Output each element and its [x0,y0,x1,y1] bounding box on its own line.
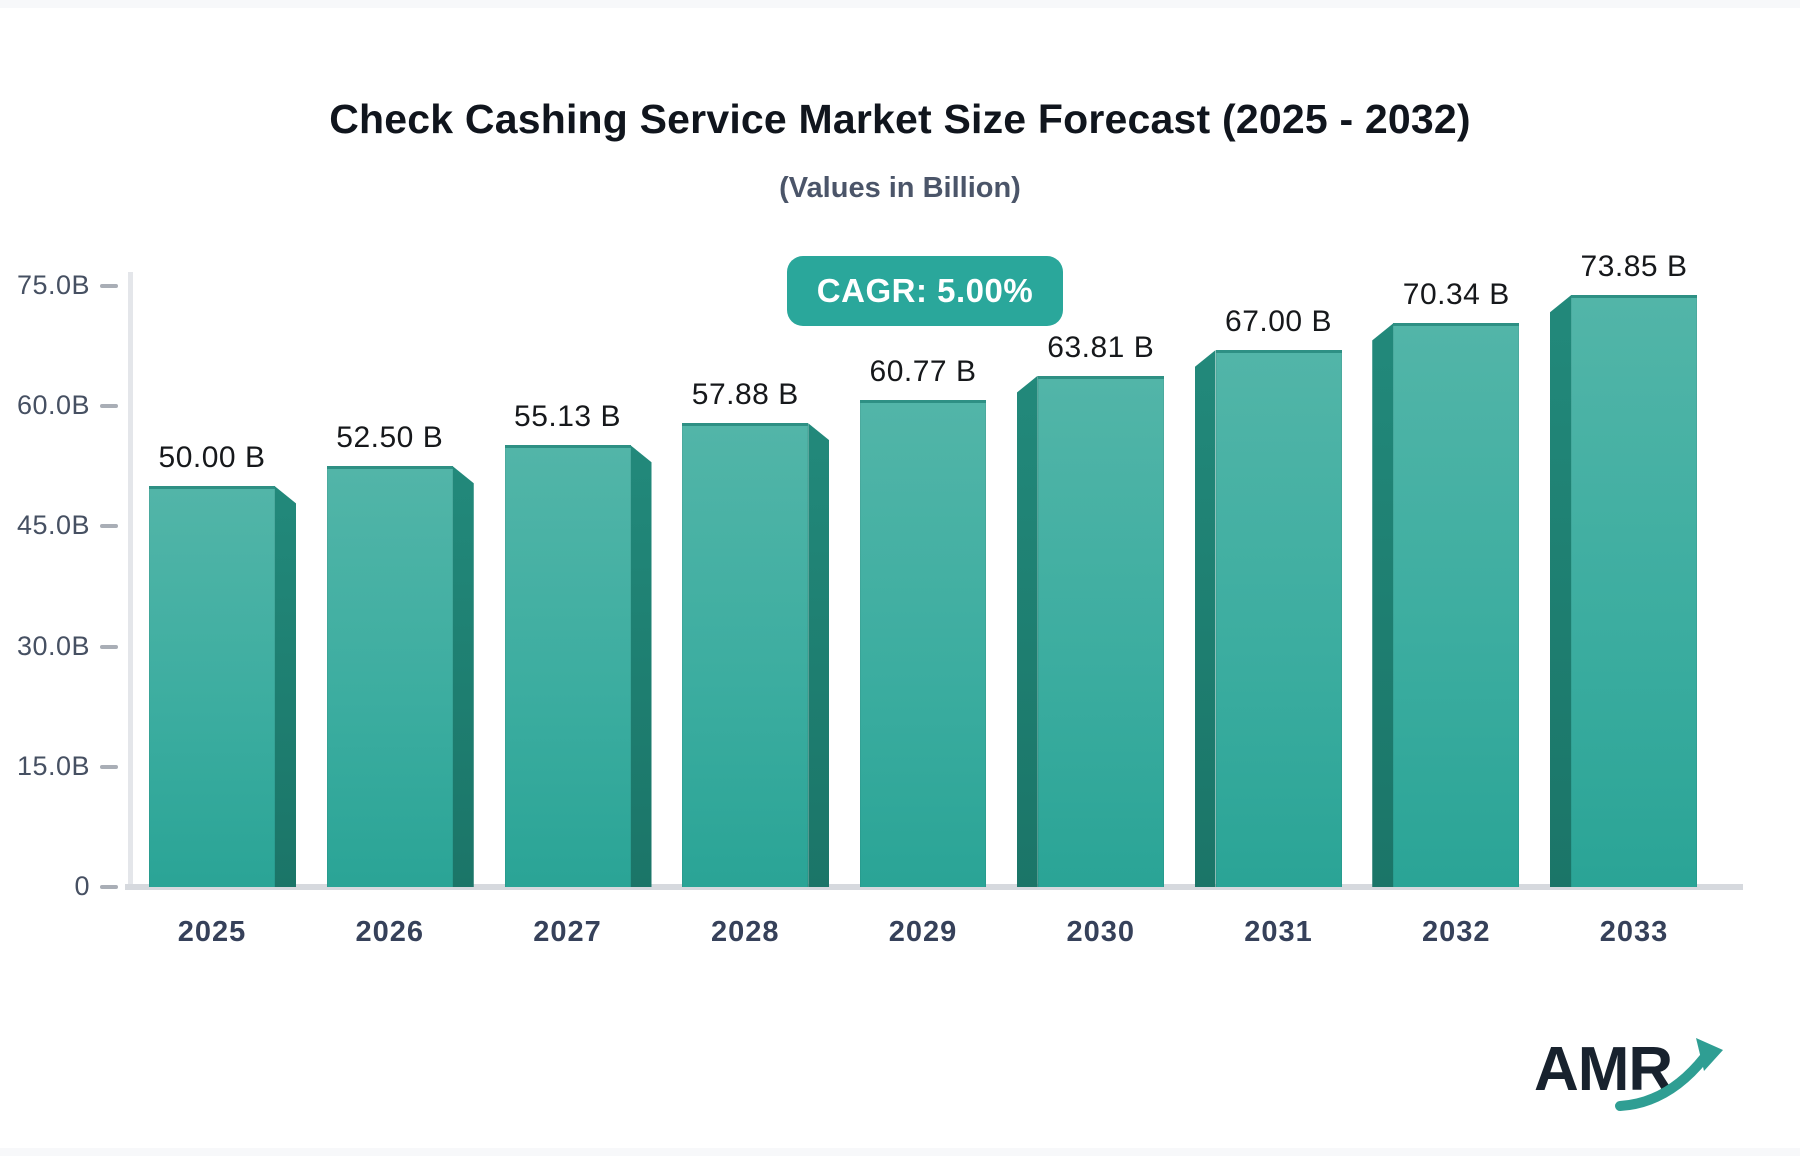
bar-value-label: 52.50 B [336,421,444,455]
y-tick-dash [100,885,118,889]
y-tick-dash [100,524,118,529]
x-axis-label: 2029 [888,916,958,948]
x-axis-label: 2032 [1421,916,1491,948]
bar-value-label: 67.00 B [1225,305,1332,339]
bar-2025 [149,486,275,887]
bar-value-label: 50.00 B [158,441,266,475]
x-axis-label: 2027 [533,916,602,948]
bar-value-label: 55.13 B [514,400,621,434]
amr-logo: AMR [1524,1024,1744,1119]
y-axis-tick-label: 60.0B [16,390,90,421]
page-title: Check Cashing Service Market Size Foreca… [329,96,1471,142]
bar-2031 [1215,350,1342,887]
trend-up-arrow-icon [1615,1038,1723,1111]
bar-2030 [1037,375,1164,887]
y-axis-tick-label: 45.0B [16,510,90,541]
bar-2027 [504,445,631,887]
x-axis-label: 2025 [177,916,247,948]
x-axis-baseline [125,884,1743,890]
bar-2033-side-shade [1550,295,1571,887]
page-subtitle: (Values in Billion) [779,172,1021,204]
y-tick-dash [100,764,118,769]
x-axis-label: 2030 [1066,916,1135,948]
y-axis-tick-label: 75.0B [16,270,90,300]
page-edge-bottom [0,1148,1800,1156]
y-axis-tick-label: 30.0B [16,630,90,661]
bar-2029 [860,400,986,887]
bar-2028-side-shade [808,423,830,887]
bar-value-label: 60.77 B [869,355,977,389]
y-axis-tick-label: 0 [74,871,90,901]
bar-value-label: 70.34 B [1402,278,1510,312]
x-axis-label: 2026 [355,916,424,948]
bar-value-label: 73.85 B [1580,250,1688,284]
page-edge-top [0,0,1800,8]
bar-2026-side-shade [452,466,474,887]
x-axis-label: 2033 [1599,916,1669,948]
amr-logo-text: AMR [1534,1035,1673,1104]
y-axis-line [128,272,133,888]
bar-2026 [326,466,453,887]
bar-2027-side-shade [630,445,652,887]
bar-2025-side-shade [275,486,296,887]
bar-2032 [1393,323,1520,887]
bar-2033 [1571,295,1697,887]
y-tick-dash [100,644,118,649]
bar-value-label: 57.88 B [691,378,799,412]
bar-value-label: 63.81 B [1047,330,1155,364]
bar-2030-side-shade [1016,375,1038,887]
cagr-badge: CAGR: 5.00% [787,256,1063,326]
x-axis-label: 2031 [1244,916,1313,948]
bar-2028 [682,423,809,887]
bar-2032-side-shade [1372,323,1394,887]
x-axis-label: 2028 [710,916,780,948]
cagr-badge-label: CAGR: 5.00% [816,272,1034,309]
y-tick-dash [100,284,118,288]
y-axis-tick-label: 15.0B [16,750,90,781]
y-tick-dash [100,404,118,409]
bar-2031-side-shade [1194,350,1216,887]
